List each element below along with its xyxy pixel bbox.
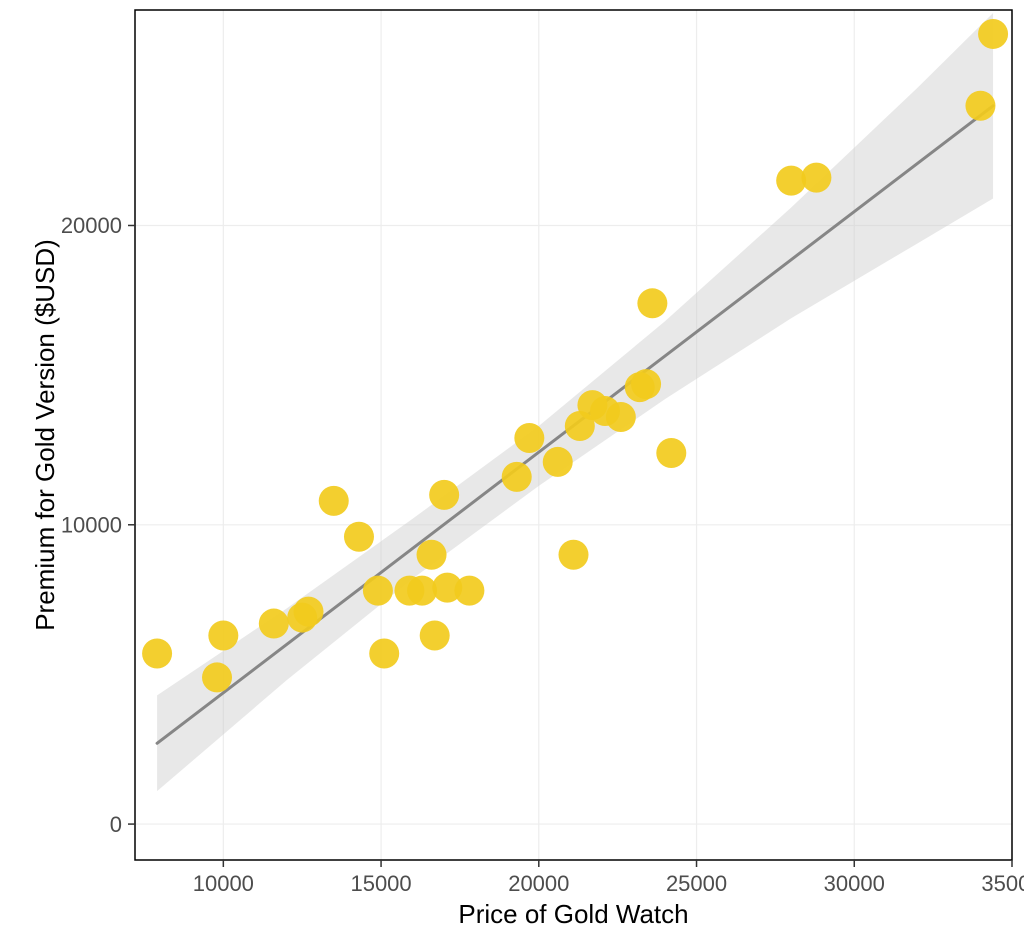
data-point: [502, 462, 532, 492]
data-point: [543, 447, 573, 477]
x-tick-label: 25000: [666, 871, 727, 896]
data-point: [344, 522, 374, 552]
data-point: [363, 576, 393, 606]
y-axis-label: Premium for Gold Version ($USD): [30, 239, 60, 631]
x-tick-label: 35000: [981, 871, 1024, 896]
data-point: [369, 638, 399, 668]
data-point: [142, 638, 172, 668]
data-point: [514, 423, 544, 453]
data-point: [429, 480, 459, 510]
chart-svg: 10000 15000 20000 25000 30000 35000 0 10000 2000…: [0, 0, 1024, 932]
data-point: [606, 402, 636, 432]
data-point: [319, 486, 349, 516]
data-point: [637, 288, 667, 318]
data-point: [259, 609, 289, 639]
data-point: [202, 662, 232, 692]
data-point: [631, 369, 661, 399]
y-tick-label: 10000: [61, 512, 122, 537]
data-point: [417, 540, 447, 570]
x-tick-label: 15000: [350, 871, 411, 896]
x-tick-label: 10000: [193, 871, 254, 896]
data-point: [801, 163, 831, 193]
scatter-chart: 10000 15000 20000 25000 30000 35000 0 10000 2000…: [0, 0, 1024, 932]
data-point: [208, 621, 238, 651]
x-axis-label: Price of Gold Watch: [458, 899, 688, 929]
x-tick-label: 20000: [508, 871, 569, 896]
x-tick-label: 30000: [824, 871, 885, 896]
data-point: [454, 576, 484, 606]
data-point: [559, 540, 589, 570]
data-point: [294, 597, 324, 627]
data-point: [420, 621, 450, 651]
y-tick-label: 0: [110, 812, 122, 837]
data-point: [978, 19, 1008, 49]
data-point: [407, 576, 437, 606]
data-point: [965, 91, 995, 121]
data-point: [776, 166, 806, 196]
y-tick-label: 20000: [61, 213, 122, 238]
data-point: [656, 438, 686, 468]
